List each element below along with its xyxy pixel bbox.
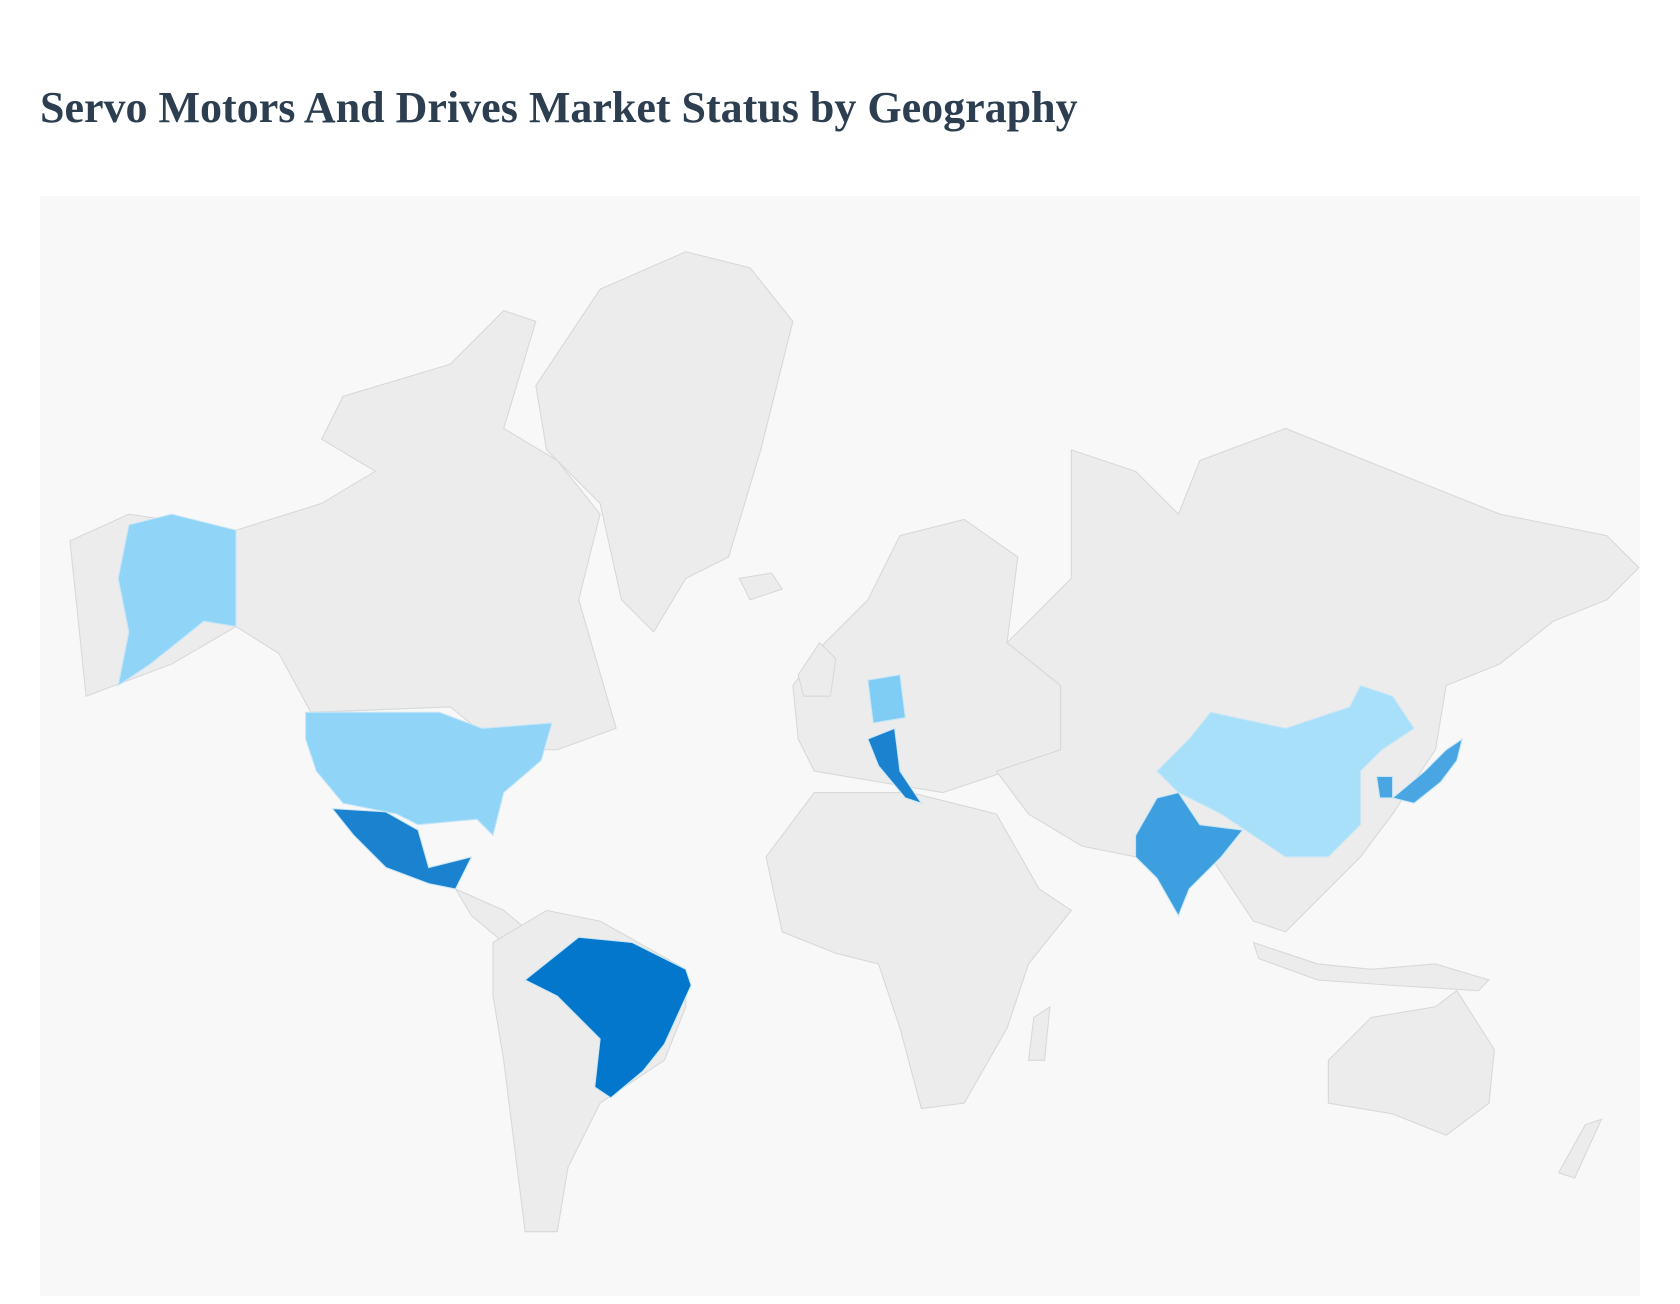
australia [1327, 989, 1495, 1136]
china [1156, 684, 1415, 858]
page-title: Servo Motors And Drives Market Status by… [40, 83, 1078, 132]
indonesia [1252, 941, 1491, 992]
uk [797, 641, 837, 697]
japan [1391, 737, 1464, 804]
new-zealand [1557, 1118, 1603, 1179]
united-states [305, 711, 553, 837]
world-map [40, 196, 1640, 1296]
greenland [535, 251, 794, 633]
italy [867, 727, 923, 805]
india [1135, 791, 1244, 917]
alaska [117, 513, 237, 687]
south-korea [1375, 775, 1394, 799]
madagascar [1027, 1005, 1051, 1061]
brazil [524, 936, 692, 1099]
africa [765, 792, 1073, 1110]
land [69, 251, 1640, 1233]
mexico [331, 808, 473, 890]
highlighted-countries [117, 513, 1464, 1099]
iceland [738, 572, 784, 601]
germany [867, 674, 906, 724]
north-america [69, 310, 617, 751]
